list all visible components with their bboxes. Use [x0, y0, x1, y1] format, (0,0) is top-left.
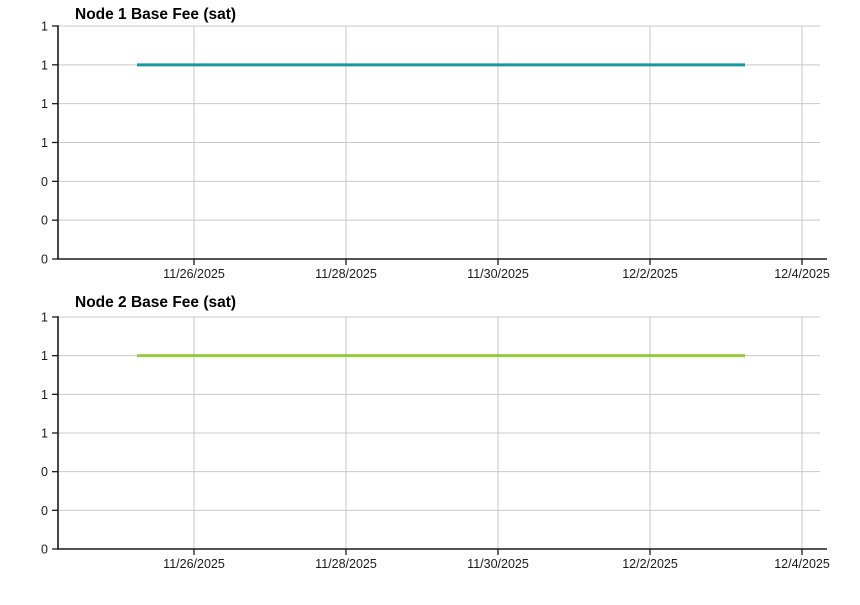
x-tick-label: 11/28/2025: [315, 557, 377, 571]
x-tick-label: 11/26/2025: [163, 267, 225, 281]
x-tick-label: 11/28/2025: [315, 267, 377, 281]
y-tick-label: 1: [41, 349, 48, 363]
y-tick-label: 0: [41, 504, 48, 518]
y-tick-label: 0: [41, 175, 48, 189]
x-tick-label: 11/30/2025: [467, 557, 529, 571]
x-tick-label: 12/2/2025: [622, 557, 678, 571]
x-tick-label: 12/2/2025: [622, 267, 678, 281]
y-tick-label: 0: [41, 465, 48, 479]
y-tick-label: 1: [41, 427, 48, 441]
y-tick-label: 1: [41, 58, 48, 72]
y-tick-label: 0: [41, 253, 48, 267]
y-tick-label: 1: [41, 97, 48, 111]
y-tick-label: 0: [41, 214, 48, 228]
y-tick-label: 1: [41, 311, 48, 325]
y-tick-label: 1: [41, 136, 48, 150]
y-tick-label: 0: [41, 543, 48, 557]
x-tick-label: 12/4/2025: [774, 557, 830, 571]
chart-title-node-1: Node 1 Base Fee (sat): [75, 6, 237, 23]
chart-title-node-2: Node 2 Base Fee (sat): [75, 294, 237, 311]
x-tick-label: 11/26/2025: [163, 557, 225, 571]
x-tick-label: 11/30/2025: [467, 267, 529, 281]
y-tick-label: 1: [41, 20, 48, 34]
y-tick-label: 1: [41, 388, 48, 402]
x-tick-label: 12/4/2025: [774, 267, 830, 281]
